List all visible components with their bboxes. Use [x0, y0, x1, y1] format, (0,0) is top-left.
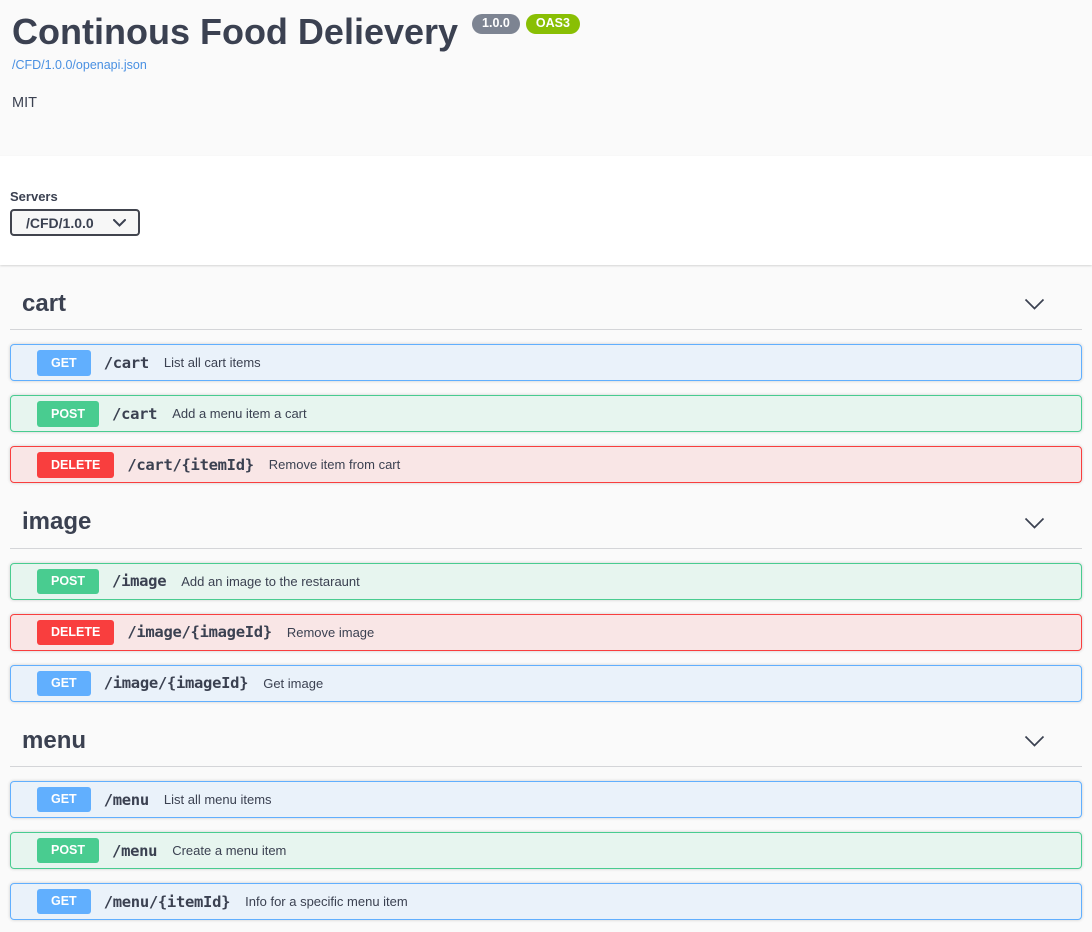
- expand-chevron-icon[interactable]: [1024, 735, 1045, 747]
- method-badge: GET: [37, 786, 91, 813]
- operation-path: /image: [112, 572, 167, 591]
- operation-description: Add an image to the restaraunt: [181, 573, 360, 589]
- method-badge: GET: [37, 670, 91, 697]
- operation-row[interactable]: GET /menu/{itemId} Info for a specific m…: [10, 883, 1082, 921]
- info-section: Continous Food Delievery 1.0.0 OAS3 /CFD…: [0, 0, 1092, 156]
- expand-chevron-icon[interactable]: [1024, 298, 1045, 310]
- tag-section: menu GET /menu List all menu items POST …: [10, 702, 1082, 921]
- operation-row[interactable]: DELETE /cart/{itemId} Remove item from c…: [10, 446, 1082, 484]
- tag-section: image POST /image Add an image to the re…: [10, 483, 1082, 702]
- operation-path: /cart/{itemId}: [127, 455, 254, 474]
- method-badge: POST: [37, 401, 100, 427]
- method-badge: GET: [37, 350, 91, 376]
- operation-description: Remove image: [286, 624, 375, 640]
- spec-link[interactable]: /CFD/1.0.0/openapi.json: [12, 57, 147, 72]
- tag-header[interactable]: cart: [10, 265, 1082, 331]
- chevron-down-icon: [113, 218, 126, 227]
- servers-label: Servers: [10, 189, 58, 204]
- title-stamps: 1.0.0 OAS3: [466, 14, 580, 34]
- api-title-text: Continous Food Delievery: [12, 11, 459, 52]
- operation-description: List all cart items: [163, 355, 261, 371]
- operation-path: /menu: [112, 841, 158, 860]
- operation-row[interactable]: GET /cart List all cart items: [10, 344, 1082, 382]
- operation-path: /image/{imageId}: [127, 623, 272, 642]
- license-text: MIT: [12, 94, 37, 111]
- opblock-list: GET /menu List all menu items POST /menu…: [10, 781, 1082, 921]
- operation-path: /menu: [103, 790, 149, 809]
- tag-section: cart GET /cart List all cart items POST …: [10, 265, 1082, 484]
- tag-title: cart: [22, 290, 67, 317]
- operation-path: /menu/{itemId}: [103, 892, 231, 911]
- method-badge: DELETE: [37, 619, 115, 646]
- method-badge: POST: [37, 568, 100, 595]
- operation-description: Get image: [263, 675, 324, 691]
- operation-path: /image/{imageId}: [103, 674, 249, 693]
- method-badge: DELETE: [37, 452, 115, 478]
- operation-description: Info for a specific menu item: [245, 894, 408, 910]
- servers-section: Servers /CFD/1.0.0: [0, 156, 1092, 265]
- api-title: Continous Food Delievery 1.0.0 OAS3: [12, 13, 1080, 51]
- operation-description: List all menu items: [163, 792, 272, 808]
- opblock-list: POST /image Add an image to the restarau…: [10, 562, 1082, 702]
- operation-row[interactable]: POST /cart Add a menu item a cart: [10, 395, 1082, 433]
- method-badge: GET: [37, 888, 91, 915]
- operation-path: /cart: [103, 353, 149, 372]
- operation-description: Remove item from cart: [268, 457, 401, 473]
- operation-description: Create a menu item: [172, 843, 287, 859]
- operation-row[interactable]: POST /menu Create a menu item: [10, 832, 1082, 870]
- tag-title: menu: [22, 726, 87, 754]
- operation-row[interactable]: POST /image Add an image to the restarau…: [10, 562, 1082, 600]
- oas3-badge: OAS3: [525, 14, 580, 34]
- operation-description: Add a menu item a cart: [172, 406, 307, 422]
- tag-header[interactable]: image: [10, 483, 1082, 549]
- expand-chevron-icon[interactable]: [1024, 517, 1045, 529]
- opblock-list: GET /cart List all cart items POST /cart…: [10, 344, 1082, 484]
- tag-title: image: [22, 508, 92, 536]
- operation-row[interactable]: GET /image/{imageId} Get image: [10, 664, 1082, 702]
- tag-header[interactable]: menu: [10, 702, 1082, 768]
- operation-path: /cart: [112, 404, 158, 423]
- method-badge: POST: [37, 837, 100, 864]
- version-badge: 1.0.0: [472, 14, 520, 34]
- server-select[interactable]: /CFD/1.0.0: [10, 209, 140, 236]
- operation-row[interactable]: GET /menu List all menu items: [10, 781, 1082, 819]
- server-select-value: /CFD/1.0.0: [26, 214, 94, 231]
- operations-list: cart GET /cart List all cart items POST …: [0, 265, 1092, 932]
- operation-row[interactable]: DELETE /image/{imageId} Remove image: [10, 613, 1082, 651]
